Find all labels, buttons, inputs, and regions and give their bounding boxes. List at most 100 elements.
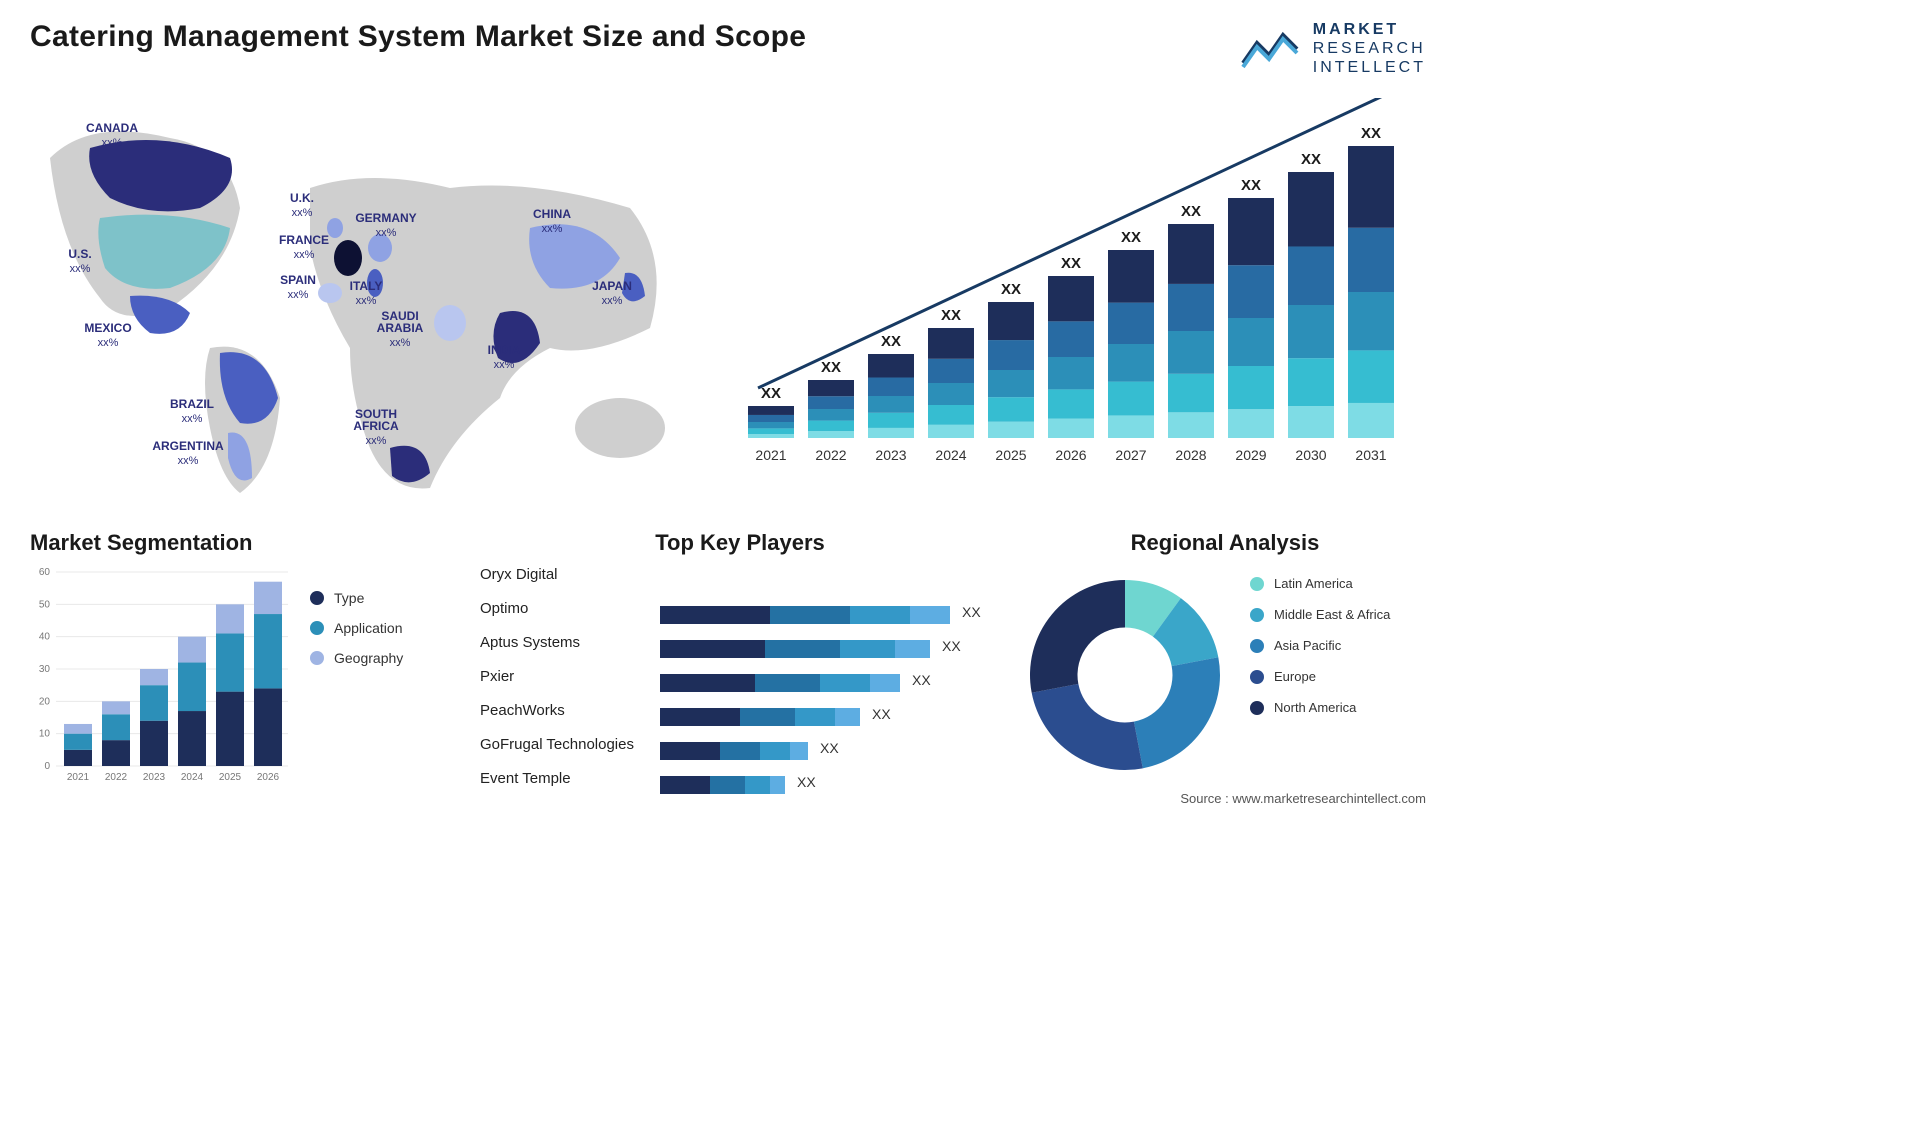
legend-swatch [1250,577,1264,591]
svg-text:XX: XX [941,307,961,324]
svg-text:INDIA: INDIA [488,343,521,357]
svg-text:xx%: xx% [70,263,91,275]
legend-swatch [1250,608,1264,622]
svg-text:xx%: xx% [376,227,397,239]
svg-text:XX: XX [1241,177,1261,194]
svg-text:2028: 2028 [1175,447,1206,463]
svg-text:SPAIN: SPAIN [280,273,316,287]
legend-item: Latin America [1250,576,1390,591]
svg-text:ARABIA: ARABIA [377,321,424,335]
legend-label: Asia Pacific [1274,638,1341,653]
player-value: XX [942,638,961,654]
svg-text:2026: 2026 [1055,447,1086,463]
legend-label: North America [1274,700,1356,715]
svg-text:U.S.: U.S. [68,247,91,261]
svg-text:2030: 2030 [1295,447,1326,463]
player-row: PeachWorks XX [480,702,1000,732]
svg-text:GERMANY: GERMANY [355,211,416,225]
legend-item: Asia Pacific [1250,638,1390,653]
player-value: XX [820,740,839,756]
segmentation-section: Market Segmentation 01020304050602021202… [30,530,470,790]
svg-text:xx%: xx% [178,455,199,467]
donut-chart [1020,570,1230,780]
svg-text:20: 20 [39,696,51,707]
legend-item: Application [310,620,403,636]
svg-text:30: 30 [39,664,51,675]
svg-text:2021: 2021 [67,772,90,783]
svg-text:ARGENTINA: ARGENTINA [152,439,224,453]
growth-chart: XX2021XX2022XX2023XX2024XX2025XX2026XX20… [730,98,1420,478]
svg-text:xx%: xx% [182,413,203,425]
players-body: Oryx DigitalOptimoXXAptus SystemsXXPxier… [480,566,1000,800]
legend-label: Geography [334,650,403,666]
player-name: Pxier [480,668,670,685]
svg-text:AFRICA: AFRICA [353,419,399,433]
svg-text:0: 0 [44,761,50,772]
svg-text:2027: 2027 [1115,447,1146,463]
svg-text:2024: 2024 [181,772,204,783]
svg-text:2022: 2022 [105,772,128,783]
svg-text:xx%: xx% [542,223,563,235]
svg-text:XX: XX [881,333,901,350]
player-row: Pxier XX [480,668,1000,698]
player-row: GoFrugal Technologies XX [480,736,1000,766]
svg-text:XX: XX [1121,229,1141,246]
regional-legend: Latin America Middle East & Africa Asia Pa… [1250,576,1390,731]
segmentation-chart: 0102030405060202120222023202420252026 [30,566,290,786]
svg-text:U.K.: U.K. [290,191,314,205]
legend-label: Type [334,590,364,606]
svg-text:2022: 2022 [815,447,846,463]
regional-section: Regional Analysis Latin America Middle Ea… [1020,530,1430,790]
world-map: CANADA xx% U.S. xx% MEXICO xx% BRAZIL xx% ARGENT… [30,98,690,498]
legend-label: Middle East & Africa [1274,607,1390,622]
player-name: PeachWorks [480,702,670,719]
player-row: Event TempleXX [480,770,1000,800]
svg-text:xx%: xx% [602,295,623,307]
player-value: XX [912,672,931,688]
svg-text:xx%: xx% [366,435,387,447]
svg-text:2029: 2029 [1235,447,1266,463]
svg-text:XX: XX [1181,203,1201,220]
svg-text:xx%: xx% [288,289,309,301]
svg-text:2023: 2023 [143,772,166,783]
svg-text:BRAZIL: BRAZIL [170,397,214,411]
player-value: XX [962,604,981,620]
svg-text:10: 10 [39,729,51,740]
logo-icon [1239,29,1301,69]
svg-text:2025: 2025 [995,447,1026,463]
svg-text:XX: XX [1001,281,1021,298]
segmentation-legend: Type Application Geography [310,590,403,680]
players-title: Top Key Players [480,530,1000,556]
svg-text:2025: 2025 [219,772,242,783]
legend-swatch [310,591,324,605]
page-title: Catering Management System Market Size a… [30,20,806,54]
svg-text:2024: 2024 [935,447,966,463]
svg-text:MEXICO: MEXICO [84,321,131,335]
svg-text:xx%: xx% [292,207,313,219]
header: Catering Management System Market Size a… [30,20,1426,78]
svg-text:JAPAN: JAPAN [592,279,632,293]
players-section: Top Key Players Oryx DigitalOptimoXXAptu… [480,530,1000,790]
svg-text:ITALY: ITALY [350,279,383,293]
svg-text:50: 50 [39,599,51,610]
legend-item: Europe [1250,669,1390,684]
legend-label: Europe [1274,669,1316,684]
regional-title: Regional Analysis [1020,530,1430,556]
svg-text:CANADA: CANADA [86,121,138,135]
player-row: OptimoXX [480,600,1000,630]
svg-text:CHINA: CHINA [533,207,571,221]
legend-swatch [1250,639,1264,653]
svg-text:xx%: xx% [102,137,123,149]
svg-text:40: 40 [39,632,51,643]
svg-text:XX: XX [761,385,781,402]
legend-item: North America [1250,700,1390,715]
player-name: Event Temple [480,770,670,787]
player-value: XX [872,706,891,722]
player-name: GoFrugal Technologies [480,736,670,753]
logo: MARKET RESEARCH INTELLECT [1239,20,1426,78]
svg-text:2031: 2031 [1355,447,1386,463]
legend-item: Type [310,590,403,606]
player-bar [660,776,785,794]
player-bar [660,674,900,692]
svg-text:2026: 2026 [257,772,280,783]
